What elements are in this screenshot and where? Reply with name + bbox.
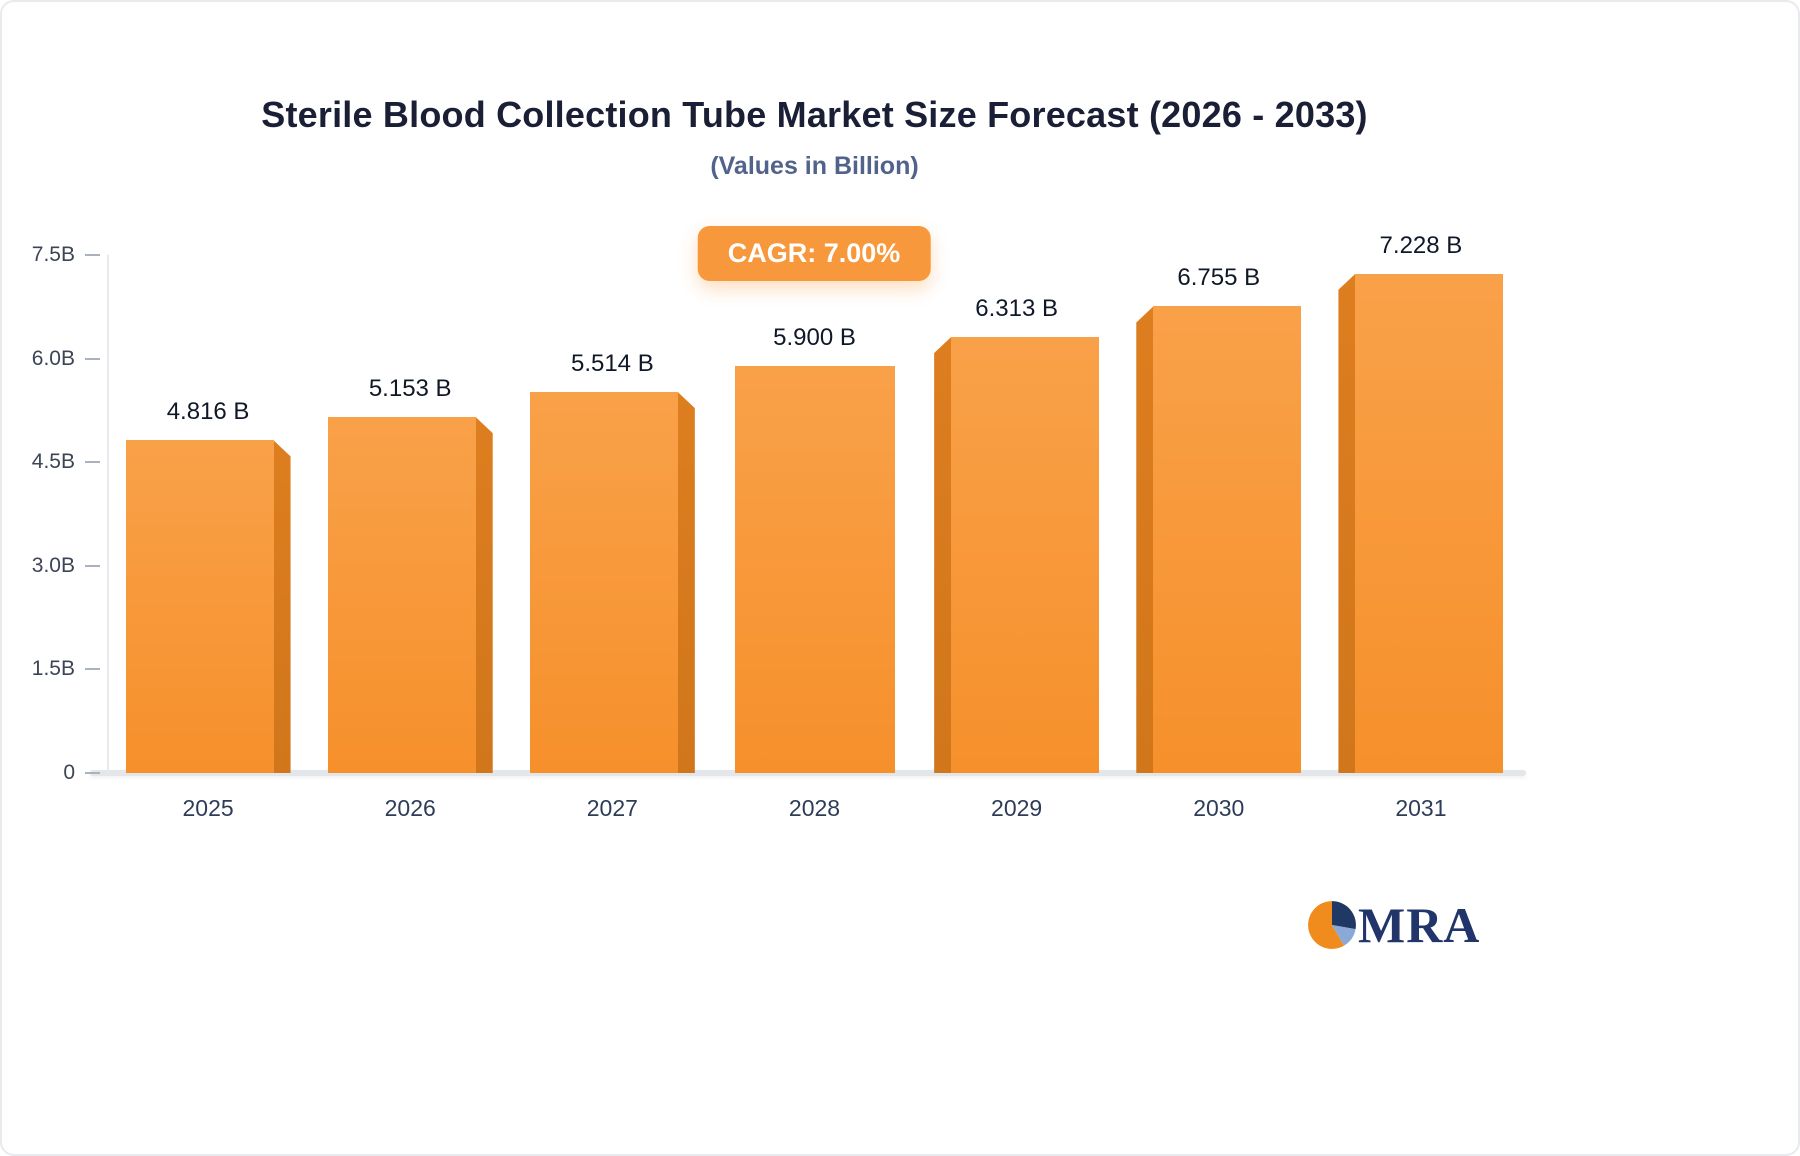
bar-face	[1355, 273, 1504, 773]
bar-value-label: 4.816 B	[166, 398, 250, 426]
bar	[734, 365, 895, 773]
y-axis-tick-label: 0	[63, 761, 75, 784]
bar-value-label: 6.755 B	[1177, 264, 1261, 292]
y-axis-tick	[85, 772, 100, 774]
x-axis-label: 2029	[991, 795, 1043, 821]
bar-3d-side	[1136, 306, 1154, 773]
y-axis-tick	[85, 254, 100, 256]
bar-face	[125, 440, 274, 773]
y-axis-tick-label: 7.5B	[31, 243, 75, 266]
x-axis-label: 2025	[182, 795, 234, 821]
cagr-badge: CAGR: 7.00%	[697, 226, 931, 281]
y-axis-tick	[85, 668, 100, 671]
bar-face	[734, 365, 895, 773]
chart-subtitle: (Values in Billion)	[710, 152, 919, 180]
bar	[1136, 306, 1302, 773]
x-axis-label: 2026	[384, 795, 436, 821]
bar-3d-side	[1338, 273, 1356, 773]
y-axis-tick	[85, 461, 100, 464]
bar-3d-side	[273, 440, 291, 773]
bar	[934, 336, 1100, 773]
bar-value-label: 5.900 B	[773, 323, 856, 351]
bar-3d-side	[934, 336, 952, 773]
pie-logo-icon	[1308, 901, 1356, 949]
y-axis-tick-label: 4.5B	[31, 450, 75, 474]
y-axis-tick	[85, 357, 100, 360]
x-axis-label: 2031	[1395, 795, 1447, 821]
bar-face	[1153, 306, 1302, 773]
y-axis-tick	[85, 564, 100, 567]
bar-value-label: 5.514 B	[570, 350, 654, 378]
x-axis-label: 2030	[1193, 795, 1245, 821]
bar-face	[327, 417, 476, 773]
bar	[1338, 273, 1504, 773]
y-axis-tick-label: 3.0B	[31, 553, 75, 577]
bar	[327, 417, 493, 773]
bar-value-label: 7.228 B	[1379, 231, 1463, 259]
bar	[125, 440, 291, 773]
plot-area: 0 1.5B 3.0B 4.5B 6.0B 7.5B 4.816 B 2025 5.153 B 2…	[32, 232, 1522, 821]
bar-face	[951, 336, 1100, 773]
y-axis-tick-label: 6.0B	[31, 346, 75, 370]
bar-value-label: 5.153 B	[368, 375, 452, 403]
y-axis-tick-label: 1.5B	[31, 657, 75, 681]
x-axis-label: 2028	[788, 795, 841, 821]
brand-logo: MRA	[1307, 900, 1480, 950]
bar-value-label: 6.313 B	[975, 294, 1058, 322]
bar-face	[529, 392, 678, 773]
bar-3d-side	[475, 417, 493, 773]
y-axis-line	[107, 255, 109, 773]
x-axis-label: 2027	[586, 795, 638, 821]
chart-header: Sterile Blood Collection Tube Market Siz…	[107, 94, 1522, 181]
logo-text: MRA	[1358, 897, 1481, 953]
bar-3d-side	[677, 392, 695, 773]
chart-title: Sterile Blood Collection Tube Market Siz…	[261, 94, 1368, 135]
x-axis-line	[90, 770, 1526, 776]
bar	[529, 392, 695, 773]
